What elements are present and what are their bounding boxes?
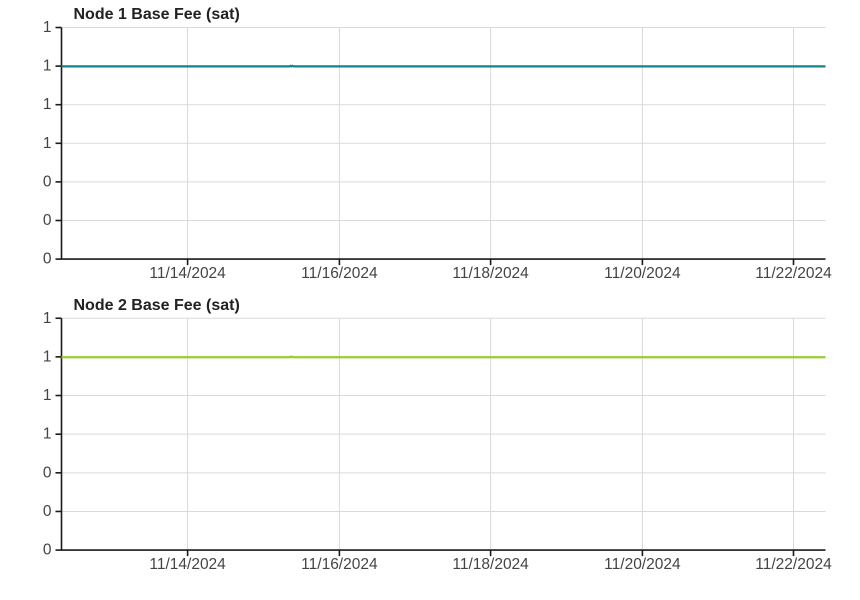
svg-text:0: 0 xyxy=(43,542,52,559)
svg-text:0: 0 xyxy=(43,464,52,481)
svg-text:Node 2 Base Fee (sat): Node 2 Base Fee (sat) xyxy=(74,297,240,314)
svg-text:11/22/2024: 11/22/2024 xyxy=(755,265,832,282)
svg-text:11/14/2024: 11/14/2024 xyxy=(149,265,226,282)
svg-text:11/14/2024: 11/14/2024 xyxy=(149,556,226,573)
svg-text:Node 1 Base Fee (sat): Node 1 Base Fee (sat) xyxy=(74,6,240,23)
svg-text:1: 1 xyxy=(43,19,52,36)
svg-text:11/22/2024: 11/22/2024 xyxy=(755,556,832,573)
svg-text:1: 1 xyxy=(43,426,52,443)
svg-text:11/18/2024: 11/18/2024 xyxy=(452,556,529,573)
svg-text:0: 0 xyxy=(43,173,52,190)
svg-text:1: 1 xyxy=(43,96,52,113)
svg-text:1: 1 xyxy=(43,135,52,152)
svg-text:11/18/2024: 11/18/2024 xyxy=(452,265,529,282)
svg-text:11/20/2024: 11/20/2024 xyxy=(604,265,681,282)
svg-text:1: 1 xyxy=(43,310,52,327)
svg-text:0: 0 xyxy=(43,251,52,268)
svg-text:11/16/2024: 11/16/2024 xyxy=(301,556,378,573)
svg-text:0: 0 xyxy=(43,212,52,229)
svg-text:11/16/2024: 11/16/2024 xyxy=(301,265,378,282)
svg-text:0: 0 xyxy=(43,503,52,520)
svg-text:1: 1 xyxy=(43,58,52,75)
svg-text:1: 1 xyxy=(43,348,52,365)
svg-text:11/20/2024: 11/20/2024 xyxy=(604,556,681,573)
svg-text:1: 1 xyxy=(43,387,52,404)
